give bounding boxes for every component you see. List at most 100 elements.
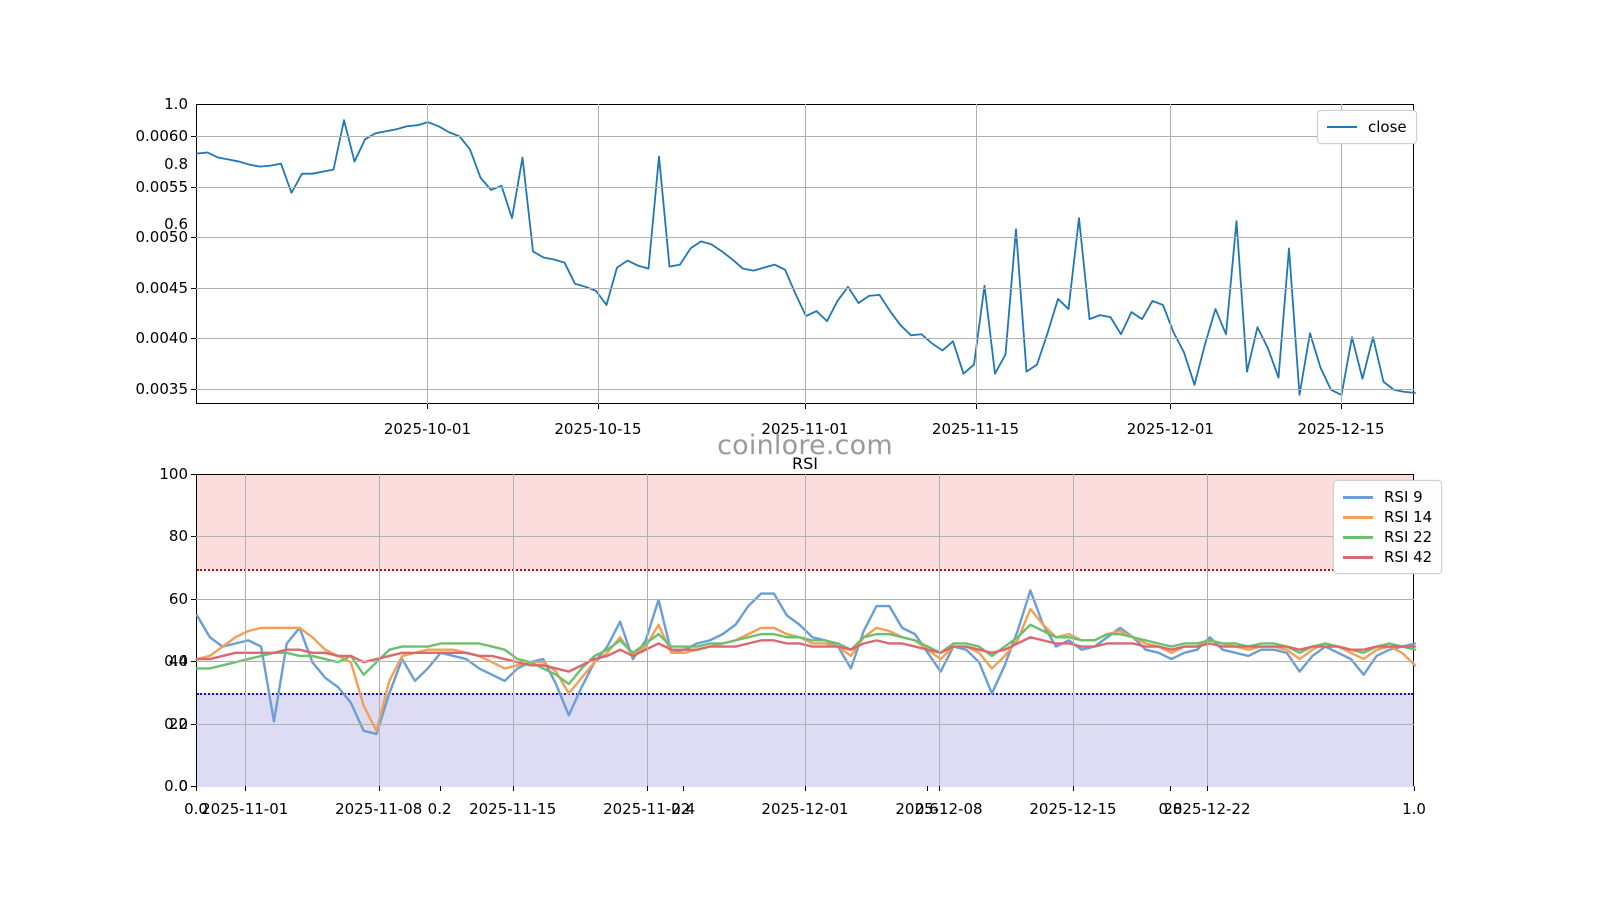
rsi-x-tick-label-secondary: 0.4 xyxy=(671,800,696,818)
rsi-legend-item[interactable]: RSI 22 xyxy=(1343,527,1432,547)
rsi-line-rsi-22 xyxy=(195,623,1417,686)
price-x-tickmark xyxy=(1170,404,1172,409)
rsi-y-tickmark xyxy=(191,598,196,600)
rsi-x-tick-label-secondary: 1.0 xyxy=(1402,800,1426,818)
rsi-y-tick-label: 20 xyxy=(168,714,188,733)
price-y-tickmark xyxy=(191,237,196,239)
rsi-x-tick-label: 2025-11-01 xyxy=(201,800,289,818)
price-y-tick-label: 0.0060 xyxy=(135,127,189,146)
rsi-x-tick-label: 2025-12-01 xyxy=(761,800,849,818)
rsi-y-tickmark xyxy=(191,536,196,538)
price-x-tick-label: 2025-12-01 xyxy=(1126,420,1214,438)
rsi-legend-label: RSI 9 xyxy=(1384,488,1423,506)
price-x-tickmark xyxy=(805,404,806,409)
rsi-chart-legend[interactable]: RSI 9 RSI 14 RSI 22 RSI 42 xyxy=(1333,480,1443,574)
price-x-tick-label: 2025-11-01 xyxy=(761,420,849,438)
rsi-y-tickmark xyxy=(191,474,196,475)
rsi-x-tickmark xyxy=(512,786,514,791)
price-y-tickmark xyxy=(191,136,196,138)
rsi-gridline-vertical xyxy=(805,474,806,786)
rsi-y-tickmark xyxy=(191,786,196,787)
rsi-y-tickmark xyxy=(191,661,196,663)
rsi-legend-label: RSI 42 xyxy=(1384,548,1433,566)
rsi-legend-item[interactable]: RSI 14 xyxy=(1343,507,1432,527)
rsi-x-tickmark xyxy=(244,786,246,791)
rsi-y-tick-label-secondary: 0.0 xyxy=(164,777,188,795)
rsi-x-tick-label: 2025-12-22 xyxy=(1163,800,1251,818)
price-legend-label: close xyxy=(1368,118,1407,136)
price-y-tick-label: 0.0050 xyxy=(135,228,189,247)
rsi-y-tick-label: 60 xyxy=(168,589,188,608)
rsi-x-tick-label: 2025-12-08 xyxy=(895,800,983,818)
price-y-tick-label-secondary: 0.8 xyxy=(164,155,188,173)
rsi-gridline-vertical xyxy=(1072,474,1074,786)
rsi-y-tick-label-secondary: 0.2 xyxy=(164,714,188,733)
rsi-x-tickmark xyxy=(646,786,648,791)
rsi-x-tick-label: 2025-12-15 xyxy=(1029,800,1117,818)
rsi-x-tickmark-secondary xyxy=(196,786,197,791)
price-legend-swatch xyxy=(1327,126,1357,128)
rsi-x-tick-label-secondary: 0.0 xyxy=(184,800,208,818)
rsi-x-tickmark-secondary xyxy=(1414,786,1415,791)
rsi-y-tick-label-secondary: 0.4 xyxy=(164,652,188,671)
rsi-legend-swatch xyxy=(1343,495,1373,499)
rsi-legend-item[interactable]: RSI 9 xyxy=(1343,487,1432,507)
price-y-tickmark xyxy=(191,388,196,390)
rsi-x-tickmark xyxy=(938,786,940,791)
price-y-tick-label: 0.0045 xyxy=(135,278,189,297)
rsi-legend-swatch xyxy=(1343,555,1373,559)
price-gridline-vertical xyxy=(805,104,806,404)
price-y-tick-label: 0.0035 xyxy=(135,379,189,398)
rsi-x-tick-label: 2025-11-08 xyxy=(335,800,423,818)
rsi-x-tick-label-secondary: 0.2 xyxy=(427,800,452,818)
price-gridline-vertical xyxy=(427,104,429,404)
price-x-tickmark xyxy=(1340,404,1342,409)
rsi-y-tick-label: 0 xyxy=(178,777,188,795)
price-x-tick-label: 2025-10-01 xyxy=(383,420,471,438)
rsi-gridline-vertical xyxy=(512,474,514,786)
rsi-line-rsi-14 xyxy=(195,607,1417,733)
rsi-gridline-vertical xyxy=(1206,474,1208,786)
price-y-tick-label: 0.0055 xyxy=(135,177,189,196)
price-y-tickmark xyxy=(191,338,196,340)
price-x-tickmark xyxy=(975,404,977,409)
price-x-tick-label: 2025-10-15 xyxy=(554,420,642,438)
price-x-tickmark xyxy=(427,404,429,409)
rsi-x-tick-label: 2025-11-15 xyxy=(469,800,557,818)
rsi-series-layer xyxy=(195,589,1417,736)
rsi-x-tick-label-secondary: 0.8 xyxy=(1158,800,1183,818)
rsi-x-tickmark xyxy=(378,786,380,791)
price-gridline-vertical xyxy=(1170,104,1172,404)
rsi-x-tickmark-secondary xyxy=(683,786,685,791)
rsi-line-rsi-42 xyxy=(195,636,1417,673)
rsi-line-rsi-9 xyxy=(195,589,1417,736)
price-y-tick-label-secondary: 0.6 xyxy=(164,215,188,233)
rsi-x-tickmark xyxy=(805,786,806,791)
rsi-legend-swatch xyxy=(1343,515,1373,519)
rsi-gridline-vertical xyxy=(244,474,246,786)
price-gridline-vertical xyxy=(1340,104,1342,404)
rsi-gridline-vertical xyxy=(938,474,940,786)
price-close-line xyxy=(196,119,1416,396)
rsi-x-tickmark xyxy=(1206,786,1208,791)
rsi-x-tickmark-secondary xyxy=(926,786,928,791)
rsi-x-tickmark-secondary xyxy=(1170,786,1172,791)
rsi-y-tick-label: 40 xyxy=(168,652,188,671)
price-legend-item[interactable]: close xyxy=(1327,117,1407,137)
rsi-x-tick-label-secondary: 0.6 xyxy=(914,800,939,818)
price-y-tick-label: 0.0040 xyxy=(135,329,189,348)
price-chart-legend[interactable]: close xyxy=(1317,110,1417,144)
rsi-x-tick-label: 2025-11-22 xyxy=(603,800,691,818)
price-y-tick-label-secondary: 1.0 xyxy=(164,95,188,113)
price-x-tick-label: 2025-11-15 xyxy=(931,420,1020,438)
rsi-legend-swatch xyxy=(1343,535,1373,539)
rsi-y-tick-label: 100 xyxy=(159,465,188,483)
rsi-legend-label: RSI 14 xyxy=(1384,508,1433,526)
rsi-legend-label: RSI 22 xyxy=(1384,528,1433,546)
price-gridline-vertical xyxy=(975,104,977,404)
price-y-tickmark xyxy=(191,186,196,188)
rsi-legend-item[interactable]: RSI 42 xyxy=(1343,547,1432,567)
rsi-x-tickmark-secondary xyxy=(439,786,441,791)
price-series-layer xyxy=(196,119,1416,396)
